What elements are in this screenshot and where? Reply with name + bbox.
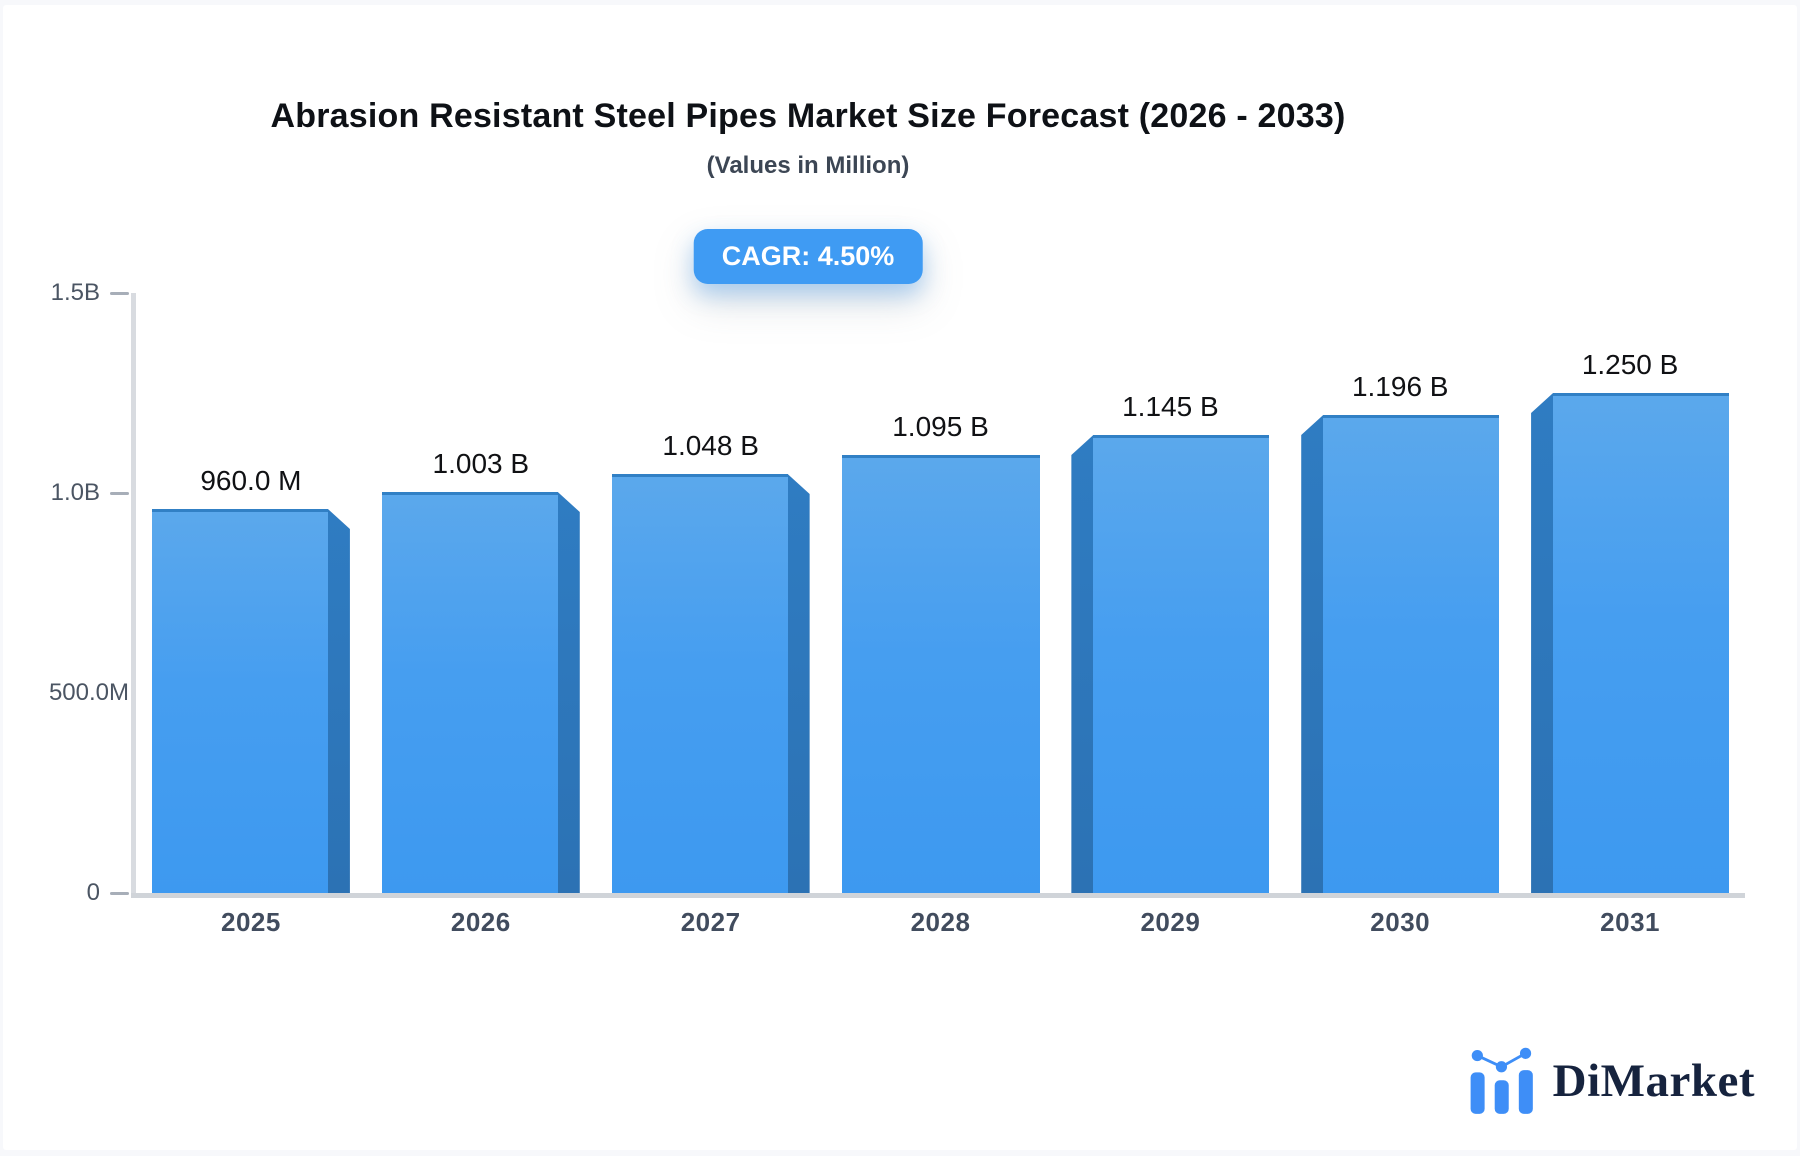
- bar-value-label-2026: 1.003 B: [432, 448, 530, 479]
- chart-title: Abrasion Resistant Steel Pipes Market Si…: [270, 97, 1346, 135]
- bar-face-2031: [1553, 393, 1730, 893]
- plot-area: 960.0 M 1.003 B 1.048 B 1.095 B 1.145 B 1.196…: [131, 293, 1745, 898]
- x-slot-2031: 2031: [1515, 907, 1745, 938]
- x-label-2027: 2027: [680, 907, 741, 937]
- y-tick-0: 0: [87, 879, 129, 907]
- x-slot-2027: 2027: [596, 907, 826, 938]
- y-tick-label: 0: [86, 879, 100, 906]
- brand-name: DiMarket: [1552, 1054, 1755, 1107]
- bar-2030: 1.196 B: [1301, 371, 1500, 893]
- bar-slot-2030: 1.196 B: [1285, 293, 1515, 893]
- x-slot-2025: 2025: [136, 907, 366, 938]
- x-slot-2030: 2030: [1285, 907, 1515, 938]
- y-axis-line: [131, 293, 136, 895]
- x-axis-line: [131, 893, 1745, 898]
- bars-row: 960.0 M 1.003 B 1.048 B 1.095 B 1.145 B 1.196…: [136, 293, 1745, 893]
- bar-side-2025: [327, 509, 350, 893]
- bar-face-2029: [1093, 435, 1270, 893]
- bar-side-2026: [557, 492, 580, 893]
- x-slot-2029: 2029: [1055, 907, 1285, 938]
- y-axis: 1.5B 1.0B 500.0M 0: [3, 279, 129, 906]
- bar-chart-trend-icon: [1465, 1041, 1539, 1120]
- x-label-2029: 2029: [1140, 907, 1201, 937]
- bar-2029: 1.145 B: [1071, 391, 1270, 893]
- bar-slot-2027: 1.048 B: [596, 293, 826, 893]
- bar-2031: 1.250 B: [1531, 349, 1730, 893]
- bar-value-label-2028: 1.095 B: [892, 411, 989, 442]
- bar-2026: 1.003 B: [381, 448, 580, 893]
- y-tick-1.5B: 1.5B: [51, 279, 129, 307]
- cagr-badge: CAGR: 4.50%: [693, 229, 923, 284]
- bar-2025: 960.0 M: [151, 465, 350, 893]
- x-label-2025: 2025: [221, 907, 281, 937]
- x-label-2026: 2026: [450, 907, 511, 937]
- brand-logo: DiMarket: [1465, 1041, 1755, 1120]
- bar-face-2027: [611, 474, 788, 893]
- bar-side-2029: [1071, 435, 1094, 893]
- y-tick-1.0B: 1.0B: [51, 479, 129, 507]
- x-label-2028: 2028: [910, 907, 971, 937]
- y-tick-dash: [110, 891, 129, 895]
- bar-side-2031: [1531, 393, 1554, 893]
- bar-value-label-2030: 1.196 B: [1351, 371, 1449, 402]
- bar-slot-2025: 960.0 M: [136, 293, 366, 893]
- bar-2027: 1.048 B: [611, 430, 810, 893]
- bar-side-2030: [1301, 415, 1324, 893]
- bar-slot-2026: 1.003 B: [366, 293, 596, 893]
- bar-slot-2031: 1.250 B: [1515, 293, 1745, 893]
- y-tick-dash: [110, 491, 129, 495]
- y-tick-500.0M: 500.0M: [49, 679, 129, 707]
- bar-slot-2028: 1.095 B: [826, 293, 1056, 893]
- bar-value-label-2027: 1.048 B: [662, 430, 759, 461]
- bar-face-2030: [1323, 415, 1500, 893]
- chart-card: Abrasion Resistant Steel Pipes Market Si…: [3, 5, 1797, 1150]
- x-axis-row: 2025 2026 2027 2028 2029 2030 2031: [136, 907, 1745, 938]
- bar-value-label-2025: 960.0 M: [200, 465, 302, 496]
- x-label-2030: 2030: [1370, 907, 1431, 937]
- y-tick-label: 500.0M: [48, 679, 129, 706]
- bar-value-label-2029: 1.145 B: [1122, 391, 1219, 422]
- chart-subtitle: (Values in Million): [706, 152, 910, 179]
- bar-slot-2029: 1.145 B: [1055, 293, 1285, 893]
- bar-2028: 1.095 B: [841, 411, 1040, 893]
- y-tick-label: 1.0B: [50, 479, 100, 506]
- bar-side-2027: [787, 474, 810, 893]
- bar-face-2026: [381, 492, 558, 893]
- bar-face-2025: [151, 509, 328, 893]
- x-slot-2026: 2026: [366, 907, 596, 938]
- y-tick-label: 1.5B: [50, 279, 100, 306]
- bar-face-2028: [841, 455, 1040, 893]
- x-slot-2028: 2028: [826, 907, 1056, 938]
- y-tick-dash: [110, 291, 129, 295]
- bar-value-label-2031: 1.250 B: [1581, 349, 1679, 380]
- x-label-2031: 2031: [1600, 907, 1660, 937]
